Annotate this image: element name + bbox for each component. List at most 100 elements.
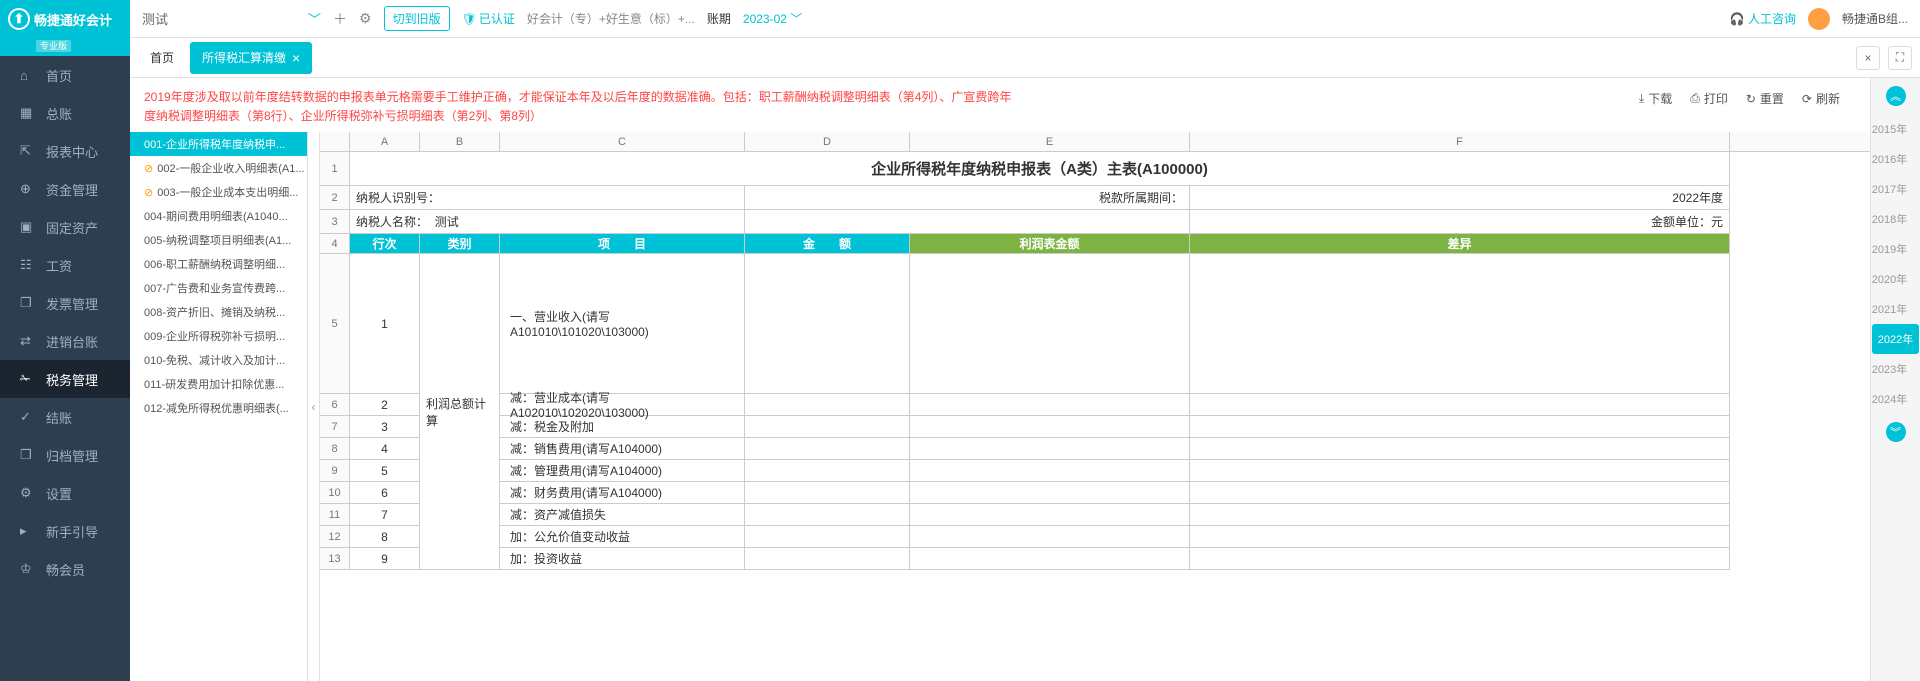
- cell-rownum[interactable]: 3: [350, 416, 420, 438]
- form-list-item[interactable]: 001-企业所得税年度纳税申...: [130, 132, 307, 156]
- cell[interactable]: [1190, 504, 1730, 526]
- cell-rownum[interactable]: 5: [350, 460, 420, 482]
- cell[interactable]: 减：销售费用(请写A104000): [500, 438, 745, 460]
- row-header[interactable]: 10: [320, 482, 350, 504]
- form-list-item[interactable]: 009-企业所得税弥补亏损明...: [130, 324, 307, 348]
- cell[interactable]: [910, 394, 1190, 416]
- form-list-item[interactable]: 011-研发费用加计扣除优惠...: [130, 372, 307, 396]
- row-header[interactable]: 12: [320, 526, 350, 548]
- fullscreen-icon[interactable]: ⛶: [1888, 46, 1912, 70]
- year-item[interactable]: 2015年: [1872, 114, 1919, 144]
- cell-rownum[interactable]: 6: [350, 482, 420, 504]
- year-item[interactable]: 2020年: [1872, 264, 1919, 294]
- support-link[interactable]: 🎧 人工咨询: [1730, 10, 1796, 27]
- sidebar-item[interactable]: ❐发票管理: [0, 284, 130, 322]
- col-header[interactable]: D: [745, 132, 910, 151]
- form-list-item[interactable]: ⊘003-一般企业成本支出明细...: [130, 180, 307, 204]
- refresh-button[interactable]: ⟳刷新: [1802, 90, 1840, 107]
- cell[interactable]: [1190, 416, 1730, 438]
- form-list-item[interactable]: 010-免税、减计收入及加计...: [130, 348, 307, 372]
- plus-icon[interactable]: ＋: [333, 9, 347, 29]
- cell[interactable]: [1190, 482, 1730, 504]
- cell[interactable]: [1190, 394, 1730, 416]
- cell[interactable]: [910, 548, 1190, 570]
- form-list-item[interactable]: 007-广告费和业务宣传费跨...: [130, 276, 307, 300]
- cell[interactable]: [745, 438, 910, 460]
- user-name[interactable]: 畅捷通B组...: [1842, 10, 1908, 27]
- form-list-item[interactable]: 008-资产折旧、摊销及纳税...: [130, 300, 307, 324]
- sidebar-item[interactable]: ⚙设置: [0, 474, 130, 512]
- cell[interactable]: [910, 254, 1190, 394]
- cell[interactable]: 减：管理费用(请写A104000): [500, 460, 745, 482]
- reset-button[interactable]: ↻重置: [1746, 90, 1784, 107]
- row-header[interactable]: 8: [320, 438, 350, 460]
- cell[interactable]: [1190, 548, 1730, 570]
- form-list-item[interactable]: 004-期间费用明细表(A1040...: [130, 204, 307, 228]
- print-button[interactable]: ⎙打印: [1690, 90, 1728, 107]
- collapse-handle[interactable]: ‹: [308, 132, 320, 681]
- cell[interactable]: 减：资产减值损失: [500, 504, 745, 526]
- cell-rownum[interactable]: 8: [350, 526, 420, 548]
- cell-rownum[interactable]: 7: [350, 504, 420, 526]
- cell[interactable]: [910, 526, 1190, 548]
- sidebar-item[interactable]: ⌂首页: [0, 56, 130, 94]
- tab-active[interactable]: 所得税汇算清缴 ×: [190, 42, 312, 74]
- cell[interactable]: 一、营业收入(请写A101010\101020\103000): [500, 254, 745, 394]
- year-item[interactable]: 2023年: [1872, 354, 1919, 384]
- cell[interactable]: [910, 460, 1190, 482]
- close-icon[interactable]: ×: [292, 50, 300, 66]
- col-header[interactable]: F: [1190, 132, 1730, 151]
- tab-home[interactable]: 首页: [144, 49, 180, 66]
- year-item[interactable]: 2024年: [1872, 384, 1919, 414]
- avatar[interactable]: [1808, 8, 1830, 30]
- switch-version-button[interactable]: 切到旧版: [384, 6, 450, 31]
- sidebar-item[interactable]: ❒归档管理: [0, 436, 130, 474]
- close-tab-icon[interactable]: ×: [1856, 46, 1880, 70]
- cell[interactable]: [910, 504, 1190, 526]
- cell[interactable]: 加：公允价值变动收益: [500, 526, 745, 548]
- cell[interactable]: [910, 416, 1190, 438]
- cell[interactable]: [1190, 526, 1730, 548]
- year-item[interactable]: 2021年: [1872, 294, 1919, 324]
- cell[interactable]: [745, 482, 910, 504]
- sidebar-item[interactable]: ▸新手引导: [0, 512, 130, 550]
- sidebar-item[interactable]: ♔畅会员: [0, 550, 130, 588]
- col-header[interactable]: B: [420, 132, 500, 151]
- cell[interactable]: [745, 416, 910, 438]
- cell[interactable]: [910, 438, 1190, 460]
- year-item[interactable]: 2017年: [1872, 174, 1919, 204]
- sidebar-item[interactable]: ✓结账: [0, 398, 130, 436]
- period-value[interactable]: 2023-02 ﹀: [743, 10, 802, 27]
- company-selector[interactable]: 测试 ﹀: [142, 9, 321, 28]
- col-header[interactable]: E: [910, 132, 1190, 151]
- cell[interactable]: [1190, 254, 1730, 394]
- row-header[interactable]: 5: [320, 254, 350, 394]
- sidebar-item[interactable]: ⇄进销台账: [0, 322, 130, 360]
- row-header[interactable]: 7: [320, 416, 350, 438]
- sidebar-item[interactable]: ▣固定资产: [0, 208, 130, 246]
- sidebar-item[interactable]: ⇱报表中心: [0, 132, 130, 170]
- download-button[interactable]: ⤓下载: [1639, 90, 1672, 107]
- sidebar-item[interactable]: ⊕资金管理: [0, 170, 130, 208]
- year-down-button[interactable]: ︾: [1886, 422, 1906, 442]
- row-header[interactable]: 13: [320, 548, 350, 570]
- form-list-item[interactable]: 005-纳税调整项目明细表(A1...: [130, 228, 307, 252]
- cell[interactable]: [745, 526, 910, 548]
- cell[interactable]: [745, 254, 910, 394]
- cell[interactable]: [910, 482, 1190, 504]
- form-list-item[interactable]: 006-职工薪酬纳税调整明细...: [130, 252, 307, 276]
- year-up-button[interactable]: ︽: [1886, 86, 1906, 106]
- cell[interactable]: [745, 548, 910, 570]
- sidebar-item[interactable]: ▦总账: [0, 94, 130, 132]
- year-item[interactable]: 2018年: [1872, 204, 1919, 234]
- gear-icon[interactable]: ⚙: [359, 10, 372, 27]
- form-list-item[interactable]: ⊘002-一般企业收入明细表(A1...: [130, 156, 307, 180]
- year-item[interactable]: 2022年: [1872, 324, 1919, 354]
- year-item[interactable]: 2016年: [1872, 144, 1919, 174]
- cell[interactable]: [1190, 460, 1730, 482]
- cell[interactable]: [745, 394, 910, 416]
- cell[interactable]: 加：投资收益: [500, 548, 745, 570]
- sidebar-item[interactable]: ✁税务管理: [0, 360, 130, 398]
- cell-rownum[interactable]: 2: [350, 394, 420, 416]
- col-header[interactable]: C: [500, 132, 745, 151]
